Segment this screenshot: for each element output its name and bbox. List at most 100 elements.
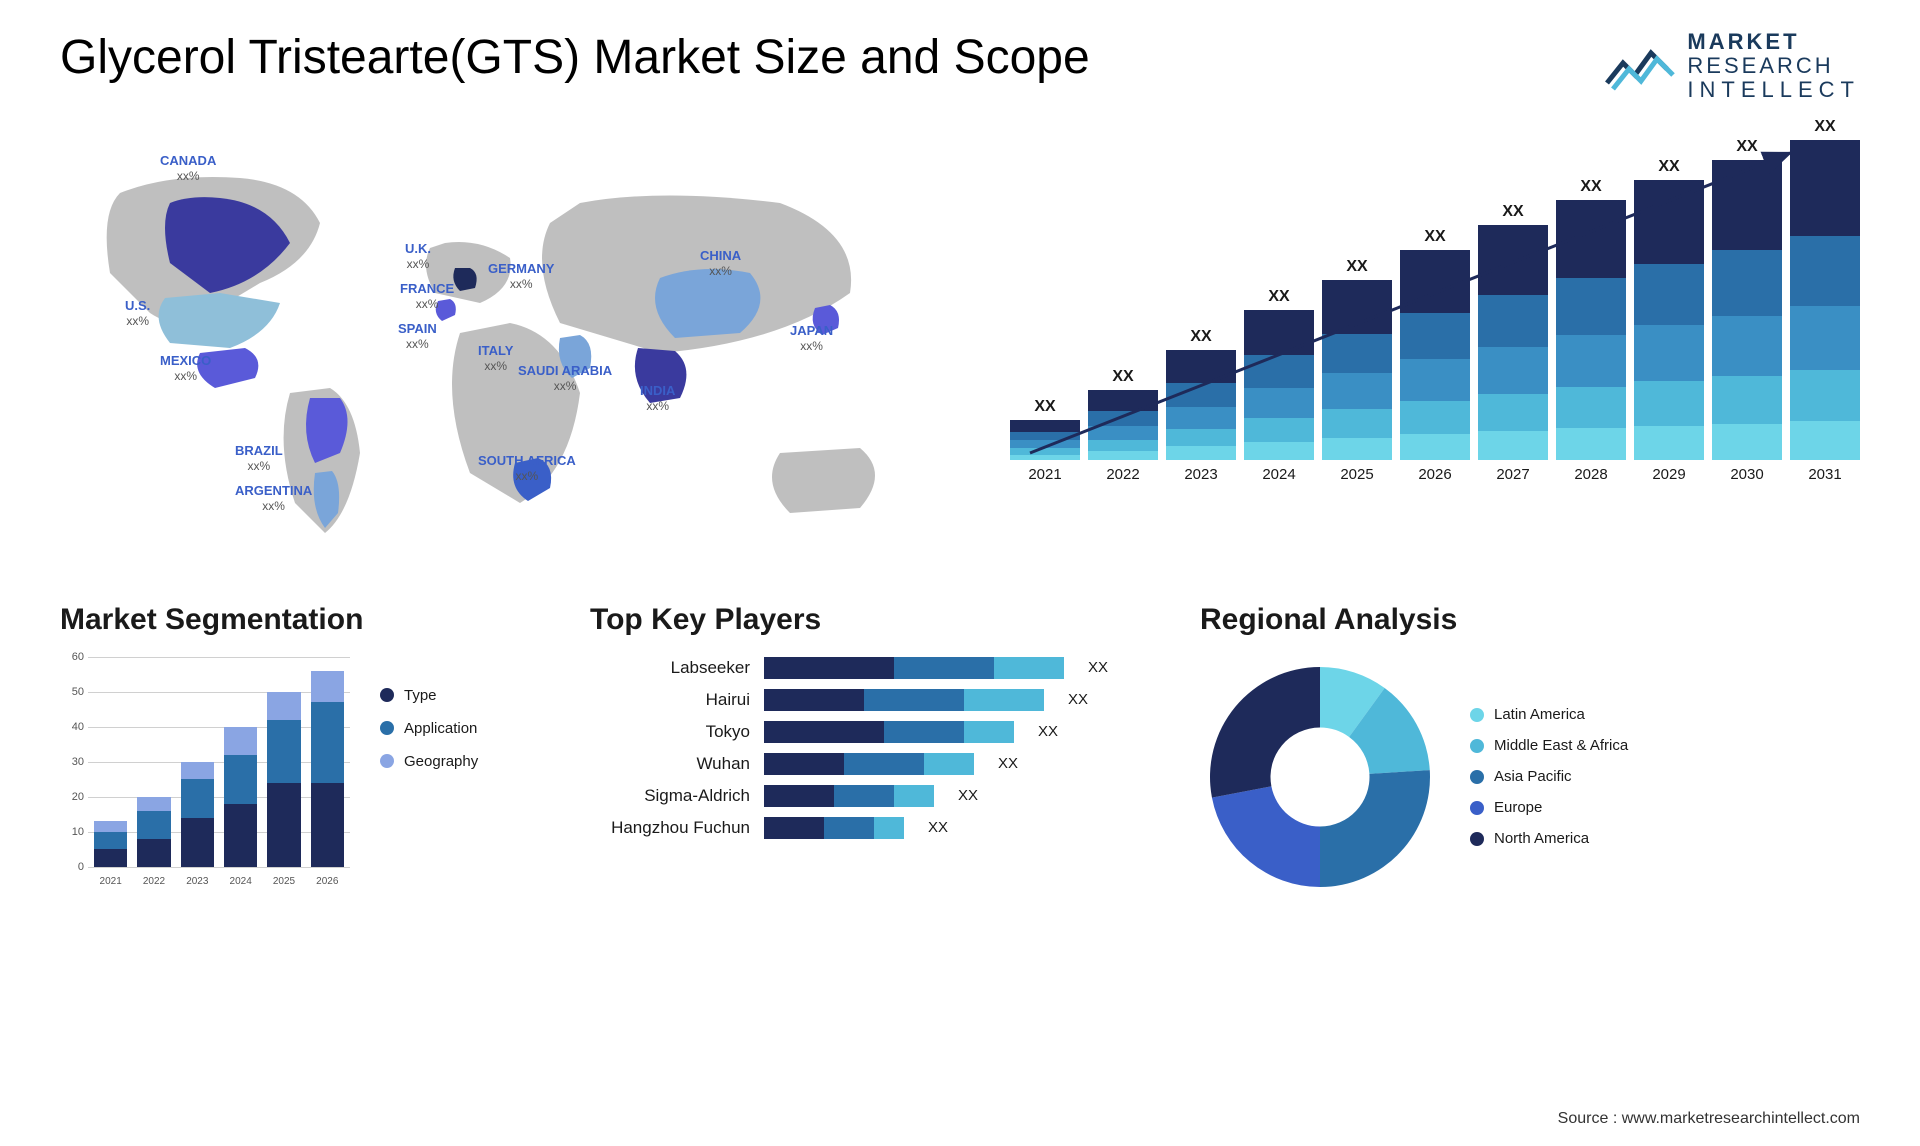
- growth-bar-value: XX: [1268, 288, 1289, 306]
- legend-label: Europe: [1494, 799, 1542, 816]
- map-label: SAUDI ARABIAxx%: [518, 363, 612, 394]
- segmentation-title: Market Segmentation: [60, 603, 540, 637]
- key-player-name: Tokyo: [590, 722, 750, 742]
- key-player-value: XX: [1088, 659, 1108, 676]
- legend-dot-icon: [1470, 770, 1484, 784]
- growth-bar: XX2026: [1400, 228, 1470, 483]
- legend-item: Latin America: [1470, 706, 1628, 723]
- key-player-name: Wuhan: [590, 754, 750, 774]
- logo-icon: [1605, 39, 1675, 93]
- key-player-bar: [764, 689, 1044, 711]
- key-player-name: Hairui: [590, 690, 750, 710]
- growth-bar-value: XX: [1502, 203, 1523, 221]
- map-label: INDIAxx%: [640, 383, 675, 414]
- growth-bar-year: 2023: [1184, 466, 1217, 483]
- regional-section: Regional Analysis Latin America Middle Ea…: [1200, 603, 1860, 897]
- key-player-value: XX: [998, 755, 1018, 772]
- growth-bar-chart: XX2021XX2022XX2023XX2024XX2025XX2026XX20…: [990, 153, 1860, 553]
- legend-dot-icon: [1470, 739, 1484, 753]
- page-title: Glycerol Tristearte(GTS) Market Size and…: [60, 30, 1090, 85]
- seg-bar: [267, 692, 300, 867]
- growth-bar: XX2025: [1322, 258, 1392, 483]
- seg-bar: [94, 821, 127, 867]
- map-label: ARGENTINAxx%: [235, 483, 312, 514]
- legend-item: Geography: [380, 753, 478, 770]
- key-player-bar: [764, 817, 904, 839]
- legend-label: Type: [404, 687, 437, 704]
- map-label: JAPANxx%: [790, 323, 833, 354]
- regional-title: Regional Analysis: [1200, 603, 1860, 637]
- key-player-bar: [764, 721, 1014, 743]
- top-row: CANADAxx%U.S.xx%MEXICOxx%BRAZILxx%ARGENT…: [60, 153, 1860, 553]
- key-player-row: HairuiXX: [590, 689, 1150, 711]
- map-label: ITALYxx%: [478, 343, 513, 374]
- legend-item: North America: [1470, 830, 1628, 847]
- segmentation-chart: 0102030405060 202120222023202420252026 T…: [60, 657, 540, 887]
- legend-label: North America: [1494, 830, 1589, 847]
- seg-bar: [311, 671, 344, 867]
- map-label: MEXICOxx%: [160, 353, 211, 384]
- key-player-row: TokyoXX: [590, 721, 1150, 743]
- map-label: BRAZILxx%: [235, 443, 283, 474]
- growth-bar-year: 2028: [1574, 466, 1607, 483]
- key-player-row: LabseekerXX: [590, 657, 1150, 679]
- source-label: Source : www.marketresearchintellect.com: [1558, 1110, 1860, 1128]
- map-label: GERMANYxx%: [488, 261, 554, 292]
- growth-bar: XX 2021: [1010, 398, 1080, 483]
- key-players-section: Top Key Players LabseekerXXHairuiXXTokyo…: [590, 603, 1150, 897]
- growth-bar-year: 2029: [1652, 466, 1685, 483]
- key-player-row: Wuhan XX: [590, 753, 1150, 775]
- world-map: CANADAxx%U.S.xx%MEXICOxx%BRAZILxx%ARGENT…: [60, 153, 930, 553]
- growth-bar-year: 2027: [1496, 466, 1529, 483]
- legend-dot-icon: [380, 754, 394, 768]
- growth-bar: XX 2027: [1478, 203, 1548, 483]
- map-label: SOUTH AFRICAxx%: [478, 453, 576, 484]
- key-player-bar: [764, 753, 974, 775]
- growth-bar-year: 2022: [1106, 466, 1139, 483]
- key-players-chart: LabseekerXXHairuiXXTokyoXXWuhanXXSigma-A…: [590, 657, 1150, 839]
- growth-bar-year: 2025: [1340, 466, 1373, 483]
- legend-label: Middle East & Africa: [1494, 737, 1628, 754]
- legend-dot-icon: [380, 688, 394, 702]
- key-players-title: Top Key Players: [590, 603, 1150, 637]
- growth-bar-value: XX: [1814, 118, 1835, 136]
- map-label: U.S.xx%: [125, 298, 150, 329]
- bottom-row: Market Segmentation 0102030405060 202120…: [60, 603, 1860, 897]
- growth-bar: XX2029: [1634, 158, 1704, 483]
- key-player-name: Hangzhou Fuchun: [590, 818, 750, 838]
- segmentation-section: Market Segmentation 0102030405060 202120…: [60, 603, 540, 897]
- growth-bar: XX 2031: [1790, 118, 1860, 483]
- growth-bar-value: XX: [1034, 398, 1055, 416]
- legend-dot-icon: [380, 721, 394, 735]
- key-player-bar: [764, 785, 934, 807]
- key-player-value: XX: [958, 787, 978, 804]
- regional-donut: [1200, 657, 1440, 897]
- legend-label: Geography: [404, 753, 478, 770]
- growth-bar-year: 2026: [1418, 466, 1451, 483]
- growth-bar: XX 2030: [1712, 138, 1782, 483]
- map-label: FRANCExx%: [400, 281, 454, 312]
- segmentation-legend: TypeApplicationGeography: [380, 657, 478, 887]
- growth-bar-year: 2021: [1028, 466, 1061, 483]
- legend-item: Middle East & Africa: [1470, 737, 1628, 754]
- regional-legend: Latin America Middle East & Africa Asia Pa…: [1470, 706, 1628, 847]
- growth-bar-value: XX: [1736, 138, 1757, 156]
- growth-bar-value: XX: [1580, 178, 1601, 196]
- legend-item: Type: [380, 687, 478, 704]
- legend-dot-icon: [1470, 832, 1484, 846]
- header: Glycerol Tristearte(GTS) Market Size and…: [60, 30, 1860, 103]
- growth-bar-year: 2030: [1730, 466, 1763, 483]
- donut-slice: [1210, 667, 1320, 798]
- key-player-row: Hangzhou Fuchun XX: [590, 817, 1150, 839]
- key-player-row: Sigma-Aldrich XX: [590, 785, 1150, 807]
- growth-bar-year: 2031: [1808, 466, 1841, 483]
- seg-bar: [181, 762, 214, 867]
- logo-text: MARKET RESEARCH INTELLECT: [1687, 30, 1860, 103]
- legend-label: Latin America: [1494, 706, 1585, 723]
- key-player-name: Sigma-Aldrich: [590, 786, 750, 806]
- key-player-value: XX: [928, 819, 948, 836]
- growth-bar-value: XX: [1112, 368, 1133, 386]
- legend-item: Europe: [1470, 799, 1628, 816]
- legend-item: Asia Pacific: [1470, 768, 1628, 785]
- growth-bar: XX 2028: [1556, 178, 1626, 483]
